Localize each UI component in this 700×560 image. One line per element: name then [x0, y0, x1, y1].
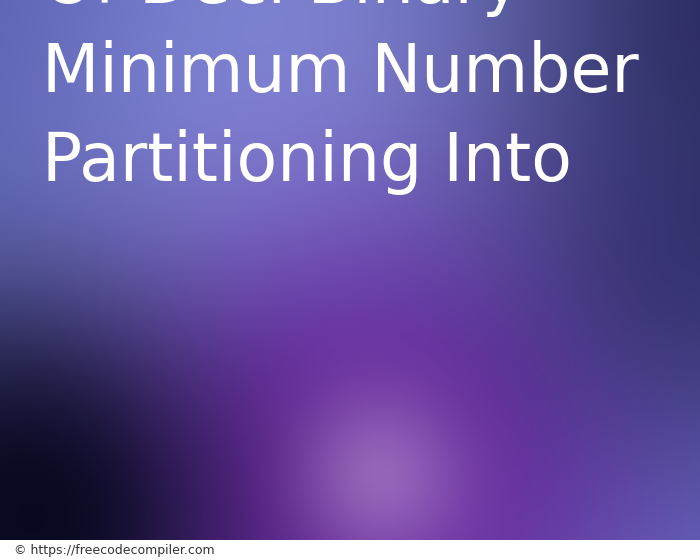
Text: Of Deci-Binary: Of Deci-Binary: [42, 0, 522, 17]
Text: © https://freecodecompiler.com: © https://freecodecompiler.com: [14, 544, 215, 557]
Text: Minimum Number: Minimum Number: [42, 40, 638, 106]
Text: Partitioning Into: Partitioning Into: [42, 129, 572, 195]
